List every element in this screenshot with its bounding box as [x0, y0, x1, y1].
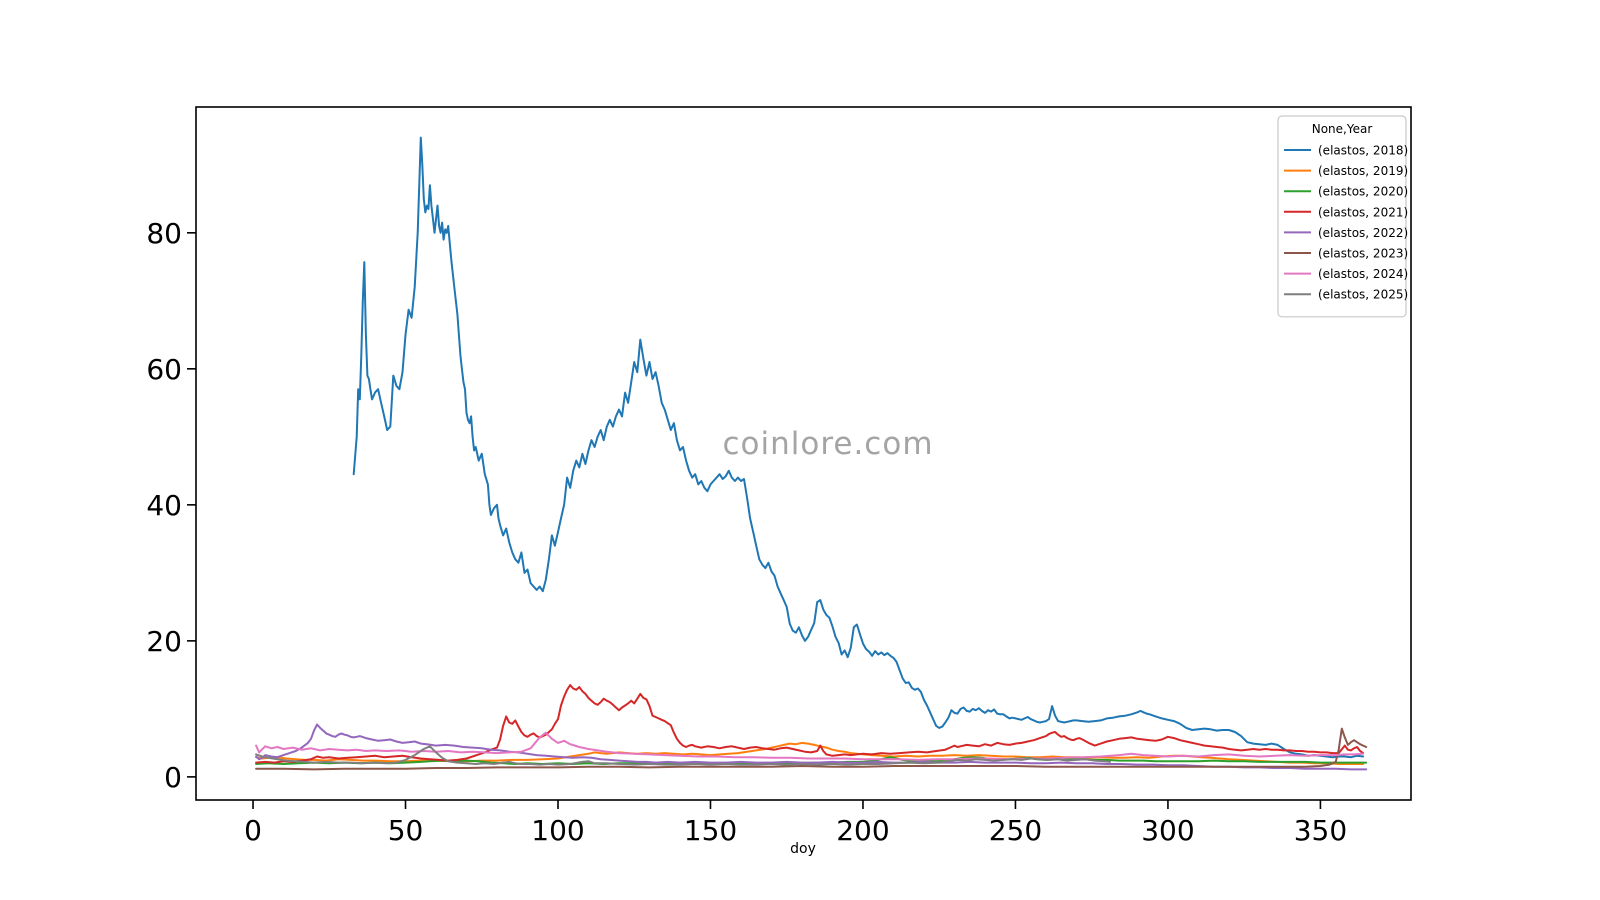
legend-label-elastos-2022: (elastos, 2022)	[1318, 226, 1408, 240]
legend-label-elastos-2023: (elastos, 2023)	[1318, 247, 1408, 261]
x-tick-label: 100	[531, 814, 584, 847]
legend-label-elastos-2024: (elastos, 2024)	[1318, 267, 1408, 281]
series-line-elastos-2023	[255, 727, 1368, 771]
legend-label-elastos-2019: (elastos, 2019)	[1318, 164, 1408, 178]
legend-label-elastos-2025: (elastos, 2025)	[1318, 288, 1408, 302]
y-tick-label: 80	[146, 217, 182, 250]
legend-label-elastos-2020: (elastos, 2020)	[1318, 185, 1408, 199]
legend-box	[1277, 115, 1407, 318]
y-tick-label: 60	[146, 353, 182, 386]
series-line-elastos-2021	[255, 684, 1365, 764]
series-line-elastos-2022	[255, 723, 1368, 771]
y-tick-label: 40	[146, 489, 182, 522]
x-tick-label: 250	[989, 814, 1042, 847]
legend-label-elastos-2021: (elastos, 2021)	[1318, 205, 1408, 219]
y-tick-label: 20	[146, 625, 182, 658]
series-layer	[255, 136, 1368, 771]
x-tick-label: 300	[1141, 814, 1194, 847]
x-tick-label: 50	[388, 814, 424, 847]
series-line-elastos-2024	[255, 731, 1365, 761]
y-tick-label: 0	[164, 761, 182, 794]
series-line-elastos-2018	[352, 136, 1365, 759]
x-tick-label: 200	[836, 814, 889, 847]
legend-title: None,Year	[1312, 122, 1373, 136]
x-tick-label: 350	[1294, 814, 1347, 847]
x-axis-label: doy	[790, 841, 816, 857]
axes-layer: 0 50 100 150 200 250 300 350 0 20 40 60 80	[146, 106, 1412, 847]
x-tick-label: 0	[244, 814, 262, 847]
legend-label-elastos-2018: (elastos, 2018)	[1318, 144, 1408, 158]
watermark: coinlore.com	[722, 426, 933, 462]
x-tick-label: 150	[684, 814, 737, 847]
plot-border	[195, 106, 1412, 801]
series-line-elastos-2025	[255, 745, 1111, 766]
legend: None,Year (elastos, 2018) (elastos, 2019) (…	[1277, 115, 1408, 318]
